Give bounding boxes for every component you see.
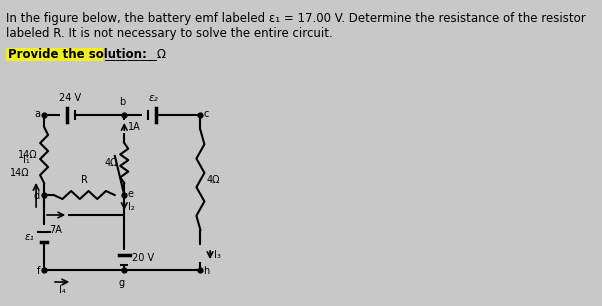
Text: 14Ω: 14Ω — [10, 168, 29, 178]
Text: labeled R. It is not necessary to solve the entire circuit.: labeled R. It is not necessary to solve … — [7, 27, 333, 40]
Text: 7A: 7A — [50, 225, 63, 235]
Text: In the figure below, the battery emf labeled ε₁ = 17.00 V. Determine the resista: In the figure below, the battery emf lab… — [7, 12, 586, 25]
Text: c: c — [203, 109, 209, 119]
Text: e: e — [128, 189, 134, 199]
FancyBboxPatch shape — [7, 48, 102, 61]
Text: Provide the solution:: Provide the solution: — [8, 47, 147, 61]
Text: I₁: I₁ — [23, 155, 29, 165]
Text: 20 V: 20 V — [132, 253, 154, 263]
Text: 24 V: 24 V — [60, 93, 82, 103]
Text: I₃: I₃ — [214, 250, 221, 260]
Text: a: a — [34, 109, 40, 119]
Text: f: f — [37, 266, 40, 276]
Text: 14Ω: 14Ω — [18, 150, 38, 160]
Text: I₂: I₂ — [128, 201, 135, 211]
Text: I₄: I₄ — [59, 285, 66, 295]
Text: 4Ω: 4Ω — [104, 158, 118, 168]
Text: 1A: 1A — [128, 121, 141, 132]
Text: 4Ω: 4Ω — [207, 175, 220, 185]
Text: b: b — [119, 97, 125, 107]
Text: d: d — [34, 191, 40, 201]
Text: g: g — [119, 278, 125, 288]
Text: _________Ω: _________Ω — [104, 47, 166, 61]
Text: h: h — [203, 266, 210, 276]
Text: R: R — [81, 175, 88, 185]
Text: ε₁: ε₁ — [25, 232, 34, 242]
Text: ε₂: ε₂ — [148, 93, 158, 103]
